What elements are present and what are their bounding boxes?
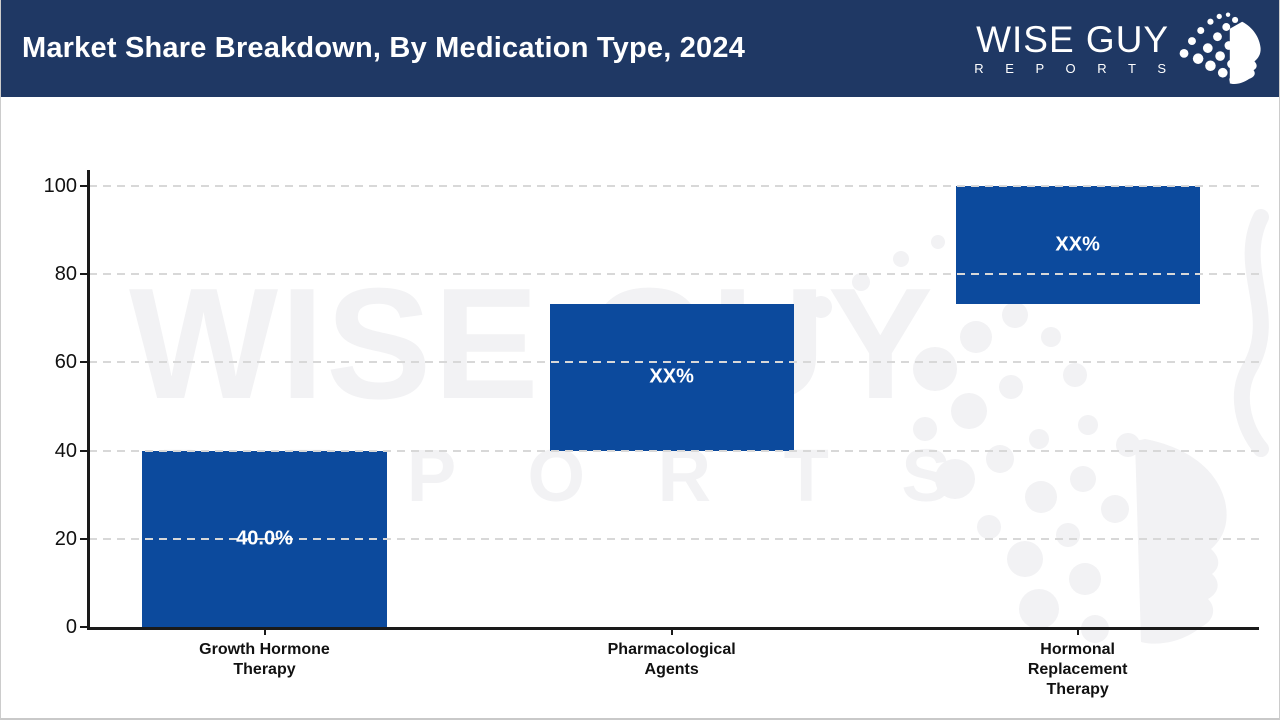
y-axis-line xyxy=(87,170,90,629)
gridline-100 xyxy=(89,185,1259,187)
y-axis-tick-label: 0 xyxy=(65,616,77,638)
bar-value-label: 40.0% xyxy=(236,527,293,550)
logo-subtext: R E P O R T S xyxy=(974,61,1175,76)
category-label-line: Hormonal xyxy=(1040,641,1115,658)
y-axis-tick-label: 60 xyxy=(54,351,77,374)
category-label-line: Therapy xyxy=(1046,681,1109,698)
category-label: Growth Hormone Therapy xyxy=(105,640,425,680)
category-label-line: Agents xyxy=(644,661,699,678)
gridline-80 xyxy=(89,273,1259,276)
y-axis-tick xyxy=(80,185,87,187)
category-label-line: Growth Hormone xyxy=(199,641,330,658)
y-axis-tick xyxy=(80,449,87,452)
gridline-60 xyxy=(89,361,1259,364)
logo-text: WISE GUY R E P O R T S xyxy=(970,21,1175,76)
logo-head-icon xyxy=(1179,11,1261,84)
y-axis-tick-label: 40 xyxy=(54,439,77,462)
chart-panel: WISE GUY R E P O R T S 40.0% XX% XX% 0 20 40… xyxy=(1,97,1279,718)
category-label-line: Pharmacological xyxy=(607,641,736,658)
category-label: Pharmacological Agents xyxy=(512,640,832,680)
gridline-40 xyxy=(89,449,1259,452)
y-axis-tick xyxy=(80,273,87,276)
x-axis-tick xyxy=(263,629,266,635)
y-axis-tick-label: 100 xyxy=(43,175,77,197)
category-label-line: Replacement xyxy=(1027,661,1128,678)
y-axis-tick xyxy=(80,537,87,540)
header-bar: Market Share Breakdown, By Medication Ty… xyxy=(1,0,1279,97)
bar-value-label: XX% xyxy=(1055,233,1100,256)
wiseguy-logo: WISE GUY R E P O R T S xyxy=(970,9,1265,89)
bar-value-label: XX% xyxy=(649,365,694,388)
bar-3 xyxy=(955,186,1200,304)
gridline-20 xyxy=(89,537,1259,540)
chart-title: Market Share Breakdown, By Medication Ty… xyxy=(22,32,746,64)
category-label: Hormonal Replacement Therapy xyxy=(918,640,1238,700)
y-axis-tick xyxy=(80,626,87,628)
bar-2 xyxy=(549,303,794,451)
y-axis-tick-label: 80 xyxy=(54,263,77,286)
plot-area: 40.0% XX% XX% xyxy=(89,185,1259,627)
x-axis-line xyxy=(87,627,1259,630)
x-axis-tick xyxy=(670,629,673,635)
y-axis-tick xyxy=(80,361,87,364)
logo-wordmark: WISE GUY xyxy=(976,19,1170,60)
category-label-line: Therapy xyxy=(233,661,296,678)
y-axis-tick-label: 20 xyxy=(54,527,77,550)
x-axis-tick xyxy=(1076,629,1079,635)
